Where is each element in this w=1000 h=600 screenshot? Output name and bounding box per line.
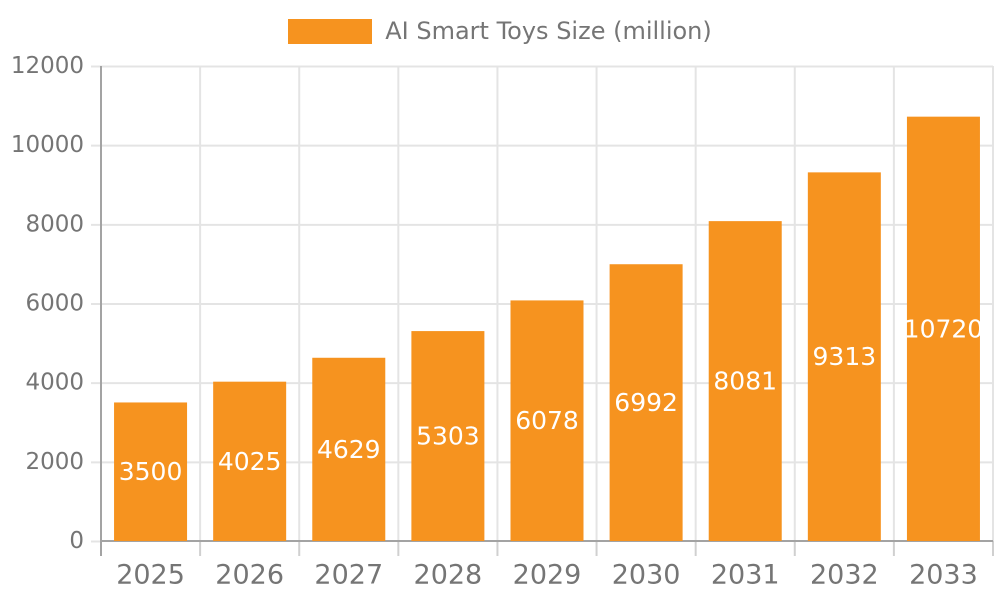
y-tick-label: 4000 [25, 370, 84, 396]
y-tick-label: 8000 [25, 211, 84, 237]
x-tick-label: 2026 [215, 560, 284, 591]
bar-value-label: 3500 [119, 457, 183, 486]
bar-value-label: 5303 [416, 422, 480, 451]
bar [213, 381, 287, 541]
bar-value-label: 6078 [515, 406, 579, 435]
bar [114, 402, 188, 541]
x-tick-label: 2031 [711, 560, 780, 591]
bar-value-label: 4025 [218, 447, 282, 476]
x-tick-label: 2029 [513, 560, 582, 591]
x-tick-label: 2032 [810, 560, 879, 591]
bar-value-label: 6992 [614, 388, 678, 417]
bar-value-label: 9313 [813, 342, 877, 371]
bar [312, 357, 386, 541]
y-tick-label: 10000 [11, 132, 84, 158]
bar [807, 172, 881, 541]
x-tick-label: 2028 [414, 560, 483, 591]
y-tick-label: 2000 [25, 449, 84, 475]
x-tick-label: 2030 [612, 560, 681, 591]
y-tick-label: 12000 [11, 53, 84, 79]
bar [906, 116, 980, 542]
legend-swatch [288, 18, 373, 44]
legend[interactable]: AI Smart Toys Size (million) [0, 16, 1000, 46]
x-tick-label: 2027 [314, 560, 383, 591]
bar [609, 264, 683, 541]
bar [510, 300, 584, 541]
bar-value-label: 8081 [713, 367, 777, 396]
x-tick-label: 2025 [116, 560, 185, 591]
y-tick-label: 0 [69, 528, 84, 554]
bar [411, 331, 485, 541]
bar-value-label: 4629 [317, 435, 381, 464]
bar-value-label: 10720 [904, 314, 984, 343]
x-tick-label: 2033 [909, 560, 978, 591]
legend-label: AI Smart Toys Size (million) [385, 17, 712, 45]
y-tick-label: 6000 [25, 291, 84, 317]
bar [708, 221, 782, 542]
